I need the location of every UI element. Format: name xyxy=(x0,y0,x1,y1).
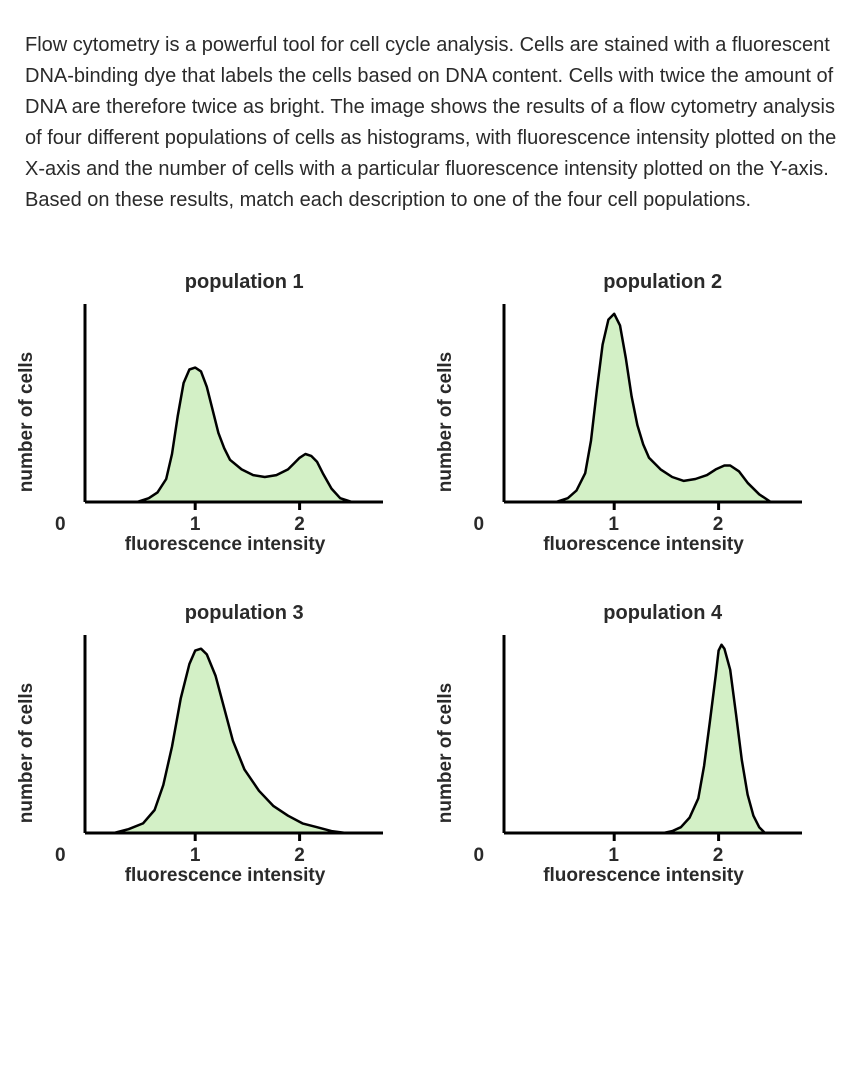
chart-2-xlabel: fluorescence intensity xyxy=(484,534,804,556)
chart-1-title: population 1 xyxy=(35,271,414,294)
chart-1: population 1 number of cells 0 1 2 fluor… xyxy=(35,271,414,542)
chart-3-zero: 0 xyxy=(55,845,66,867)
chart-4-zero: 0 xyxy=(474,845,485,867)
charts-grid: population 1 number of cells 0 1 2 fluor… xyxy=(25,271,842,873)
chart-2-zero: 0 xyxy=(474,514,485,536)
chart-2-ylabel: number of cells xyxy=(435,352,457,492)
chart-1-xlabel: fluorescence intensity xyxy=(65,534,385,556)
chart-3-svg xyxy=(65,633,385,843)
chart-3: population 3 number of cells 0 1 2 fluor… xyxy=(35,602,414,873)
chart-3-tick2: 2 xyxy=(294,845,305,867)
chart-3-ylabel: number of cells xyxy=(16,683,38,823)
chart-1-ylabel: number of cells xyxy=(16,352,38,492)
chart-2-title: population 2 xyxy=(454,271,833,294)
chart-4-svg xyxy=(484,633,804,843)
chart-4-xlabel: fluorescence intensity xyxy=(484,865,804,887)
chart-1-svg xyxy=(65,302,385,512)
chart-4: population 4 number of cells 0 1 2 fluor… xyxy=(454,602,833,873)
chart-3-title: population 3 xyxy=(35,602,414,625)
question-text: Flow cytometry is a powerful tool for ce… xyxy=(25,30,842,216)
chart-4-ylabel: number of cells xyxy=(435,683,457,823)
chart-4-tick1: 1 xyxy=(608,845,619,867)
chart-4-tick2: 2 xyxy=(713,845,724,867)
chart-4-title: population 4 xyxy=(454,602,833,625)
chart-2-svg xyxy=(484,302,804,512)
chart-3-tick1: 1 xyxy=(190,845,201,867)
chart-3-xlabel: fluorescence intensity xyxy=(65,865,385,887)
chart-1-tick1: 1 xyxy=(190,514,201,536)
chart-2-tick2: 2 xyxy=(713,514,724,536)
chart-1-zero: 0 xyxy=(55,514,66,536)
chart-2-tick1: 1 xyxy=(608,514,619,536)
chart-1-tick2: 2 xyxy=(294,514,305,536)
chart-2: population 2 number of cells 0 1 2 fluor… xyxy=(454,271,833,542)
